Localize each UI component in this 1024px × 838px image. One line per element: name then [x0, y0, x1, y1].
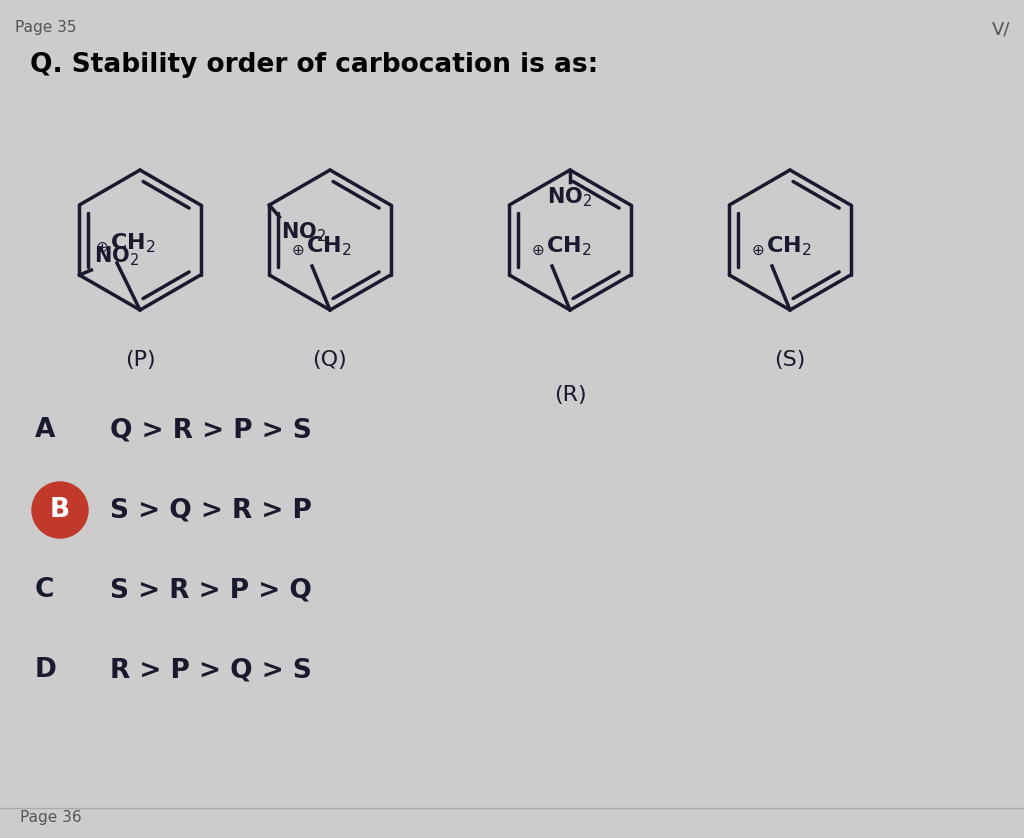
Text: V/: V/: [991, 20, 1010, 38]
Text: CH$_2$: CH$_2$: [110, 231, 156, 255]
Text: NO$_2$: NO$_2$: [548, 185, 593, 209]
Text: $\oplus$: $\oplus$: [291, 243, 304, 258]
Text: $\oplus$: $\oplus$: [94, 240, 108, 255]
Text: CH$_2$: CH$_2$: [546, 235, 592, 258]
Text: NO$_2$: NO$_2$: [282, 220, 327, 244]
Text: (S): (S): [774, 350, 806, 370]
Text: Q > R > P > S: Q > R > P > S: [110, 417, 312, 443]
Text: C: C: [35, 577, 54, 603]
Text: S > R > P > Q: S > R > P > Q: [110, 577, 312, 603]
Text: B: B: [50, 497, 70, 523]
Text: R > P > Q > S: R > P > Q > S: [110, 657, 312, 683]
Text: (P): (P): [125, 350, 156, 370]
Text: $\oplus$: $\oplus$: [751, 243, 764, 258]
Text: CH$_2$: CH$_2$: [766, 235, 811, 258]
Text: Page 36: Page 36: [20, 810, 82, 825]
Text: D: D: [35, 657, 57, 683]
Text: A: A: [35, 417, 55, 443]
Text: S > Q > R > P: S > Q > R > P: [110, 497, 312, 523]
Text: Q. Stability order of carbocation is as:: Q. Stability order of carbocation is as:: [30, 52, 598, 78]
Text: Page 35: Page 35: [15, 20, 77, 35]
Text: (Q): (Q): [312, 350, 347, 370]
Circle shape: [32, 482, 88, 538]
Text: (R): (R): [554, 385, 587, 405]
Text: $\oplus$: $\oplus$: [530, 243, 544, 258]
Text: NO$_2$: NO$_2$: [94, 245, 139, 268]
Text: CH$_2$: CH$_2$: [306, 235, 351, 258]
